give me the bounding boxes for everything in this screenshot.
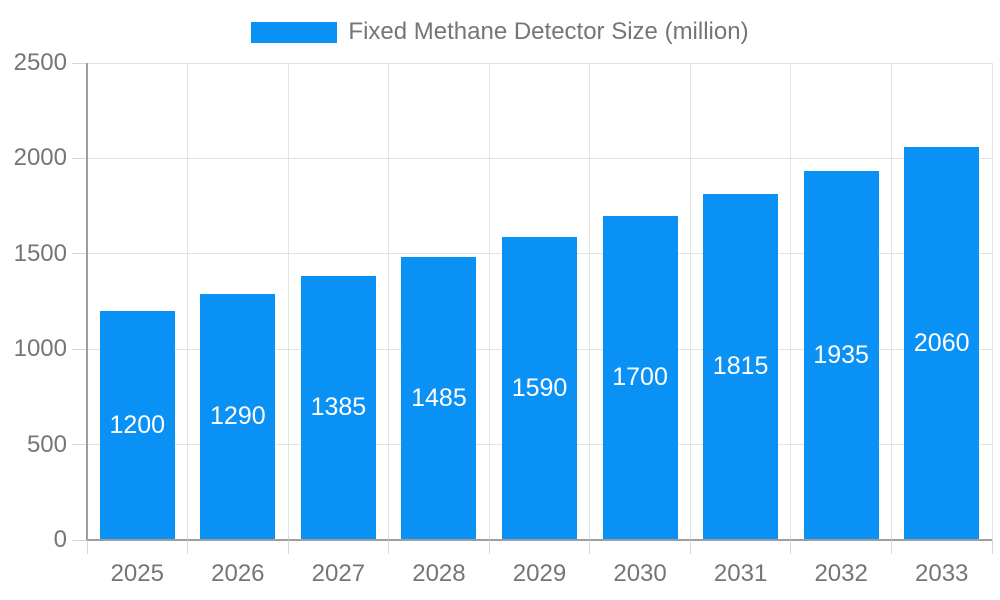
x-tick: [187, 540, 189, 554]
v-gridline: [890, 63, 892, 540]
v-gridline: [991, 63, 993, 540]
v-gridline: [689, 63, 691, 540]
x-tick-label: 2028: [412, 560, 466, 587]
y-tick-label: 500: [26, 430, 67, 458]
y-axis-line: [86, 63, 88, 541]
v-gridline: [187, 63, 189, 540]
bar-value-label: 2060: [913, 328, 970, 357]
y-tick: [72, 157, 86, 159]
y-tick-label: 1500: [13, 239, 67, 267]
x-tick: [589, 540, 591, 554]
x-tick: [890, 540, 892, 554]
bar-value-label: 1700: [612, 363, 668, 392]
bar: 2060: [904, 146, 980, 540]
x-tick-label: 2027: [311, 560, 366, 587]
bar: 1935: [803, 170, 879, 540]
legend-label: Fixed Methane Detector Size (million): [348, 18, 749, 45]
bar-value-label: 1815: [712, 352, 769, 381]
h-gridline: [87, 157, 992, 159]
v-gridline: [388, 63, 390, 540]
x-tick: [388, 540, 390, 554]
v-gridline: [589, 63, 591, 540]
bar: 1200: [99, 311, 175, 540]
y-tick: [72, 253, 86, 255]
y-tick: [72, 348, 86, 350]
x-tick: [689, 540, 691, 554]
bar: 1385: [300, 275, 376, 540]
bar: 1815: [703, 193, 779, 540]
y-tick: [72, 62, 86, 64]
bar: 1290: [200, 293, 276, 540]
bar: 1485: [401, 256, 477, 540]
x-tick: [86, 540, 88, 554]
y-tick-label: 1000: [13, 335, 67, 363]
y-tick-label: 2000: [13, 144, 67, 172]
chart-legend: Fixed Methane Detector Size (million): [0, 19, 1000, 45]
x-tick: [991, 540, 993, 554]
bar-value-label: 1290: [210, 402, 266, 431]
v-gridline: [287, 63, 289, 540]
x-tick: [287, 540, 289, 554]
bar-value-label: 1200: [109, 411, 166, 439]
bar: 1590: [502, 236, 577, 540]
v-gridline: [790, 63, 792, 540]
legend-swatch: [251, 21, 338, 43]
y-tick-label: 0: [53, 526, 67, 553]
x-tick: [790, 540, 792, 554]
h-gridline: [87, 62, 992, 64]
v-gridline: [488, 63, 490, 540]
y-tick: [72, 444, 86, 446]
x-tick-label: 2029: [512, 560, 567, 587]
x-tick-label: 2030: [613, 560, 667, 587]
y-tick: [72, 539, 86, 541]
x-tick-label: 2025: [110, 560, 164, 587]
x-tick-label: 2031: [713, 560, 768, 587]
bar-value-label: 1385: [310, 393, 367, 422]
bar-value-label: 1590: [511, 373, 568, 402]
bar-value-label: 1485: [411, 383, 467, 412]
x-tick-label: 2026: [211, 560, 265, 587]
y-tick-label: 2500: [13, 49, 67, 76]
x-tick-label: 2033: [915, 560, 969, 587]
x-tick-label: 2032: [814, 560, 868, 587]
bar: 1700: [602, 215, 678, 540]
x-axis-line: [87, 539, 992, 541]
x-tick: [488, 540, 490, 554]
bar-value-label: 1935: [813, 340, 869, 369]
